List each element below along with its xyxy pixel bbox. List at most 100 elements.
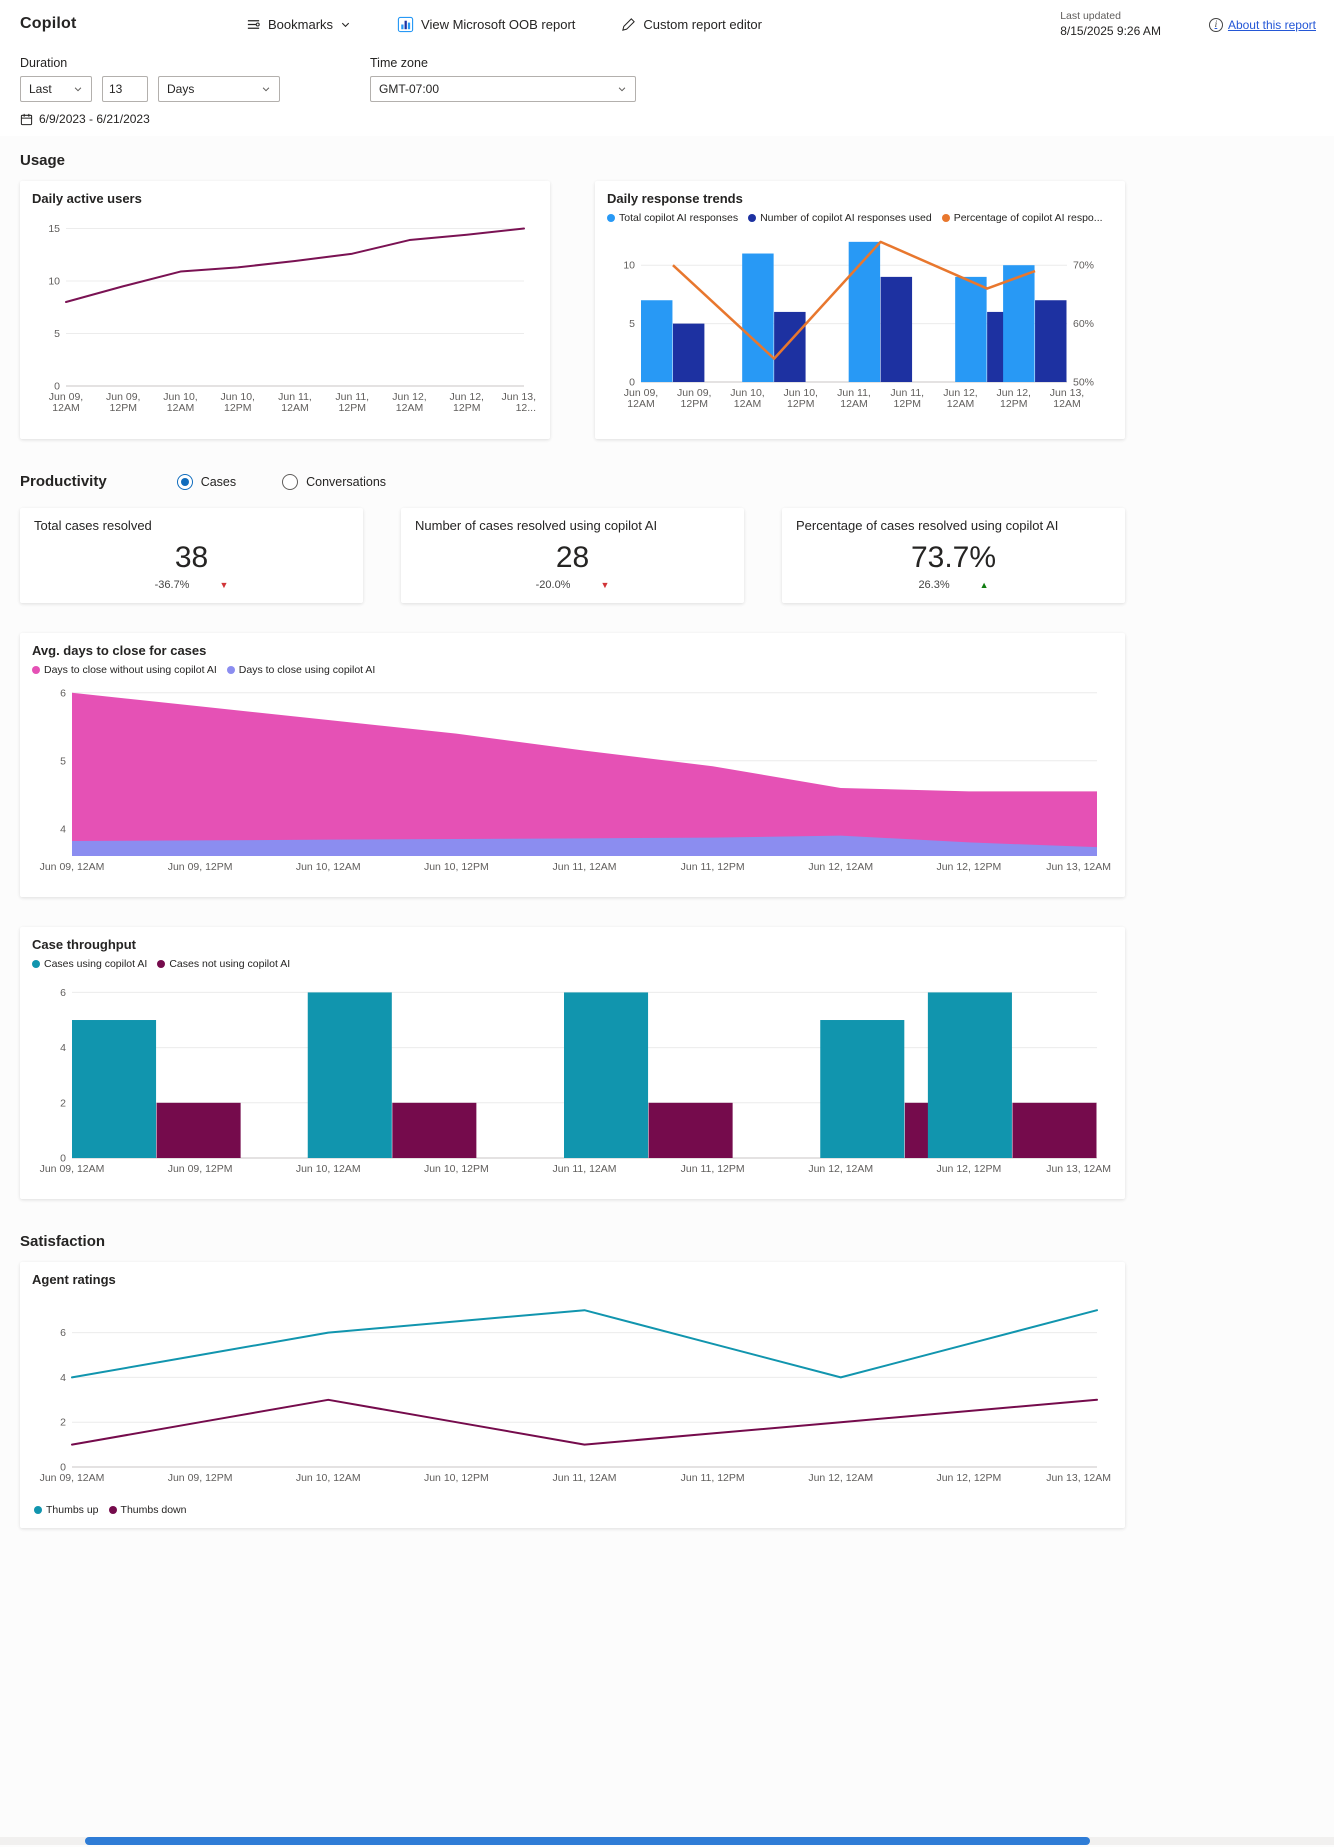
date-range: 6/9/2023 - 6/21/2023 xyxy=(20,112,1314,126)
duration-unit-select[interactable]: Days xyxy=(158,76,280,102)
legend-item[interactable]: Cases using copilot AI xyxy=(32,958,147,970)
legend-dot-icon xyxy=(748,214,757,222)
satisfaction-section-title: Satisfaction xyxy=(20,1233,106,1250)
svg-text:Jun 12, 12AM: Jun 12, 12AM xyxy=(808,1472,873,1484)
kpi-delta: -36.7% ▼ xyxy=(34,579,349,591)
svg-text:4: 4 xyxy=(60,1372,66,1384)
svg-text:Jun 11, 12AM: Jun 11, 12AM xyxy=(552,861,616,873)
legend-item[interactable]: Days to close using copilot AI xyxy=(226,664,375,676)
legend-item[interactable]: Total copilot AI responses xyxy=(607,212,738,224)
legend-label: Days to close without using copilot AI xyxy=(44,664,217,676)
svg-text:2: 2 xyxy=(60,1417,66,1429)
legend-item[interactable]: Cases not using copilot AI xyxy=(157,958,290,970)
kpi-percentage-resolved-with-copilot: Percentage of cases resolved using copil… xyxy=(782,508,1125,603)
radio-conversations-icon xyxy=(282,473,299,490)
svg-text:6: 6 xyxy=(60,987,66,999)
agent-ratings-title: Agent ratings xyxy=(32,1272,116,1287)
daily-active-users-card: Daily active users 0 5 10 15 Jun 09, 12AM Jun … xyxy=(20,181,550,439)
svg-text:Jun 09,12AM: Jun 09, 12AM xyxy=(624,387,658,410)
legend-dot-icon xyxy=(157,960,166,968)
svg-text:Jun 12, 12PM: Jun 12, 12PM xyxy=(936,861,1001,873)
calendar-icon xyxy=(20,113,33,126)
agent-ratings-legend: Thumbs up Thumbs down xyxy=(34,1502,1113,1518)
svg-text:Jun 10, 12PM: Jun 10, 12PM xyxy=(424,1472,489,1484)
oob-report-icon xyxy=(397,16,414,33)
svg-text:Jun 10,12AM: Jun 10, 12AM xyxy=(730,387,764,410)
svg-text:10: 10 xyxy=(623,260,635,272)
svg-text:Jun 10, 12AM: Jun 10, 12AM xyxy=(296,1472,361,1484)
kpi-trend-up-icon: ▲ xyxy=(979,580,989,590)
chevron-down-icon xyxy=(73,84,83,94)
kpi-delta-value: -20.0% xyxy=(535,579,571,591)
bookmarks-icon xyxy=(246,17,261,32)
productivity-view-radio-group: Cases Conversations xyxy=(176,473,386,490)
svg-text:0: 0 xyxy=(629,377,635,389)
avg-days-to-close-legend: Days to close without using copilot AI Da… xyxy=(32,662,1113,678)
case-throughput-chart: 0 2 4 6 Jun 09, 12AM Jun 09, 12PM Jun 10, 12AM… xyxy=(40,987,1111,1175)
svg-text:10: 10 xyxy=(48,276,60,288)
svg-text:Jun 12,12PM: Jun 12, 12PM xyxy=(997,387,1031,410)
legend-item[interactable]: Number of copilot AI responses used xyxy=(748,212,932,224)
chevron-down-icon xyxy=(340,19,351,30)
custom-report-editor-label: Custom report editor xyxy=(643,16,762,32)
kpi-value: 38 xyxy=(174,541,209,574)
svg-text:Jun 11, 12PM: Jun 11, 12PM xyxy=(681,1163,745,1175)
kpi-cases-resolved-with-copilot: Number of cases resolved using copilot A… xyxy=(401,508,744,603)
svg-text:Jun 11,12PM: Jun 11, 12PM xyxy=(890,387,924,410)
svg-text:Jun 09, 12PM: Jun 09, 12PM xyxy=(168,1472,233,1484)
kpi-delta-value: -36.7% xyxy=(154,579,190,591)
chevron-down-icon xyxy=(617,84,627,94)
productivity-section-title: Productivity xyxy=(20,473,107,490)
svg-text:Jun 13,12AM: Jun 13, 12AM xyxy=(1050,387,1084,410)
legend-item[interactable]: Percentage of copilot AI respo... xyxy=(941,212,1103,224)
horizontal-scrollbar[interactable] xyxy=(0,1837,1334,1845)
legend-dot-icon xyxy=(34,1506,42,1514)
usage-charts-row: Daily active users 0 5 10 15 Jun 09, 12AM Jun … xyxy=(20,181,1125,439)
bookmarks-button[interactable]: Bookmarks xyxy=(246,17,351,32)
kpi-title: Total cases resolved xyxy=(34,518,152,533)
kpi-trend-down-icon: ▼ xyxy=(219,580,229,590)
svg-text:Jun 09, 12AM: Jun 09, 12AM xyxy=(40,1472,105,1484)
about-this-report-link[interactable]: i About this report xyxy=(1208,18,1316,32)
top-right: Last updated 8/15/2025 9:26 AM i About t… xyxy=(1060,10,1316,38)
radio-cases[interactable]: Cases xyxy=(176,473,237,490)
top-bar: Copilot Bookmarks View Microsoft OOB rep… xyxy=(0,0,1334,48)
legend-label: Percentage of copilot AI respo... xyxy=(953,212,1103,224)
date-range-value: 6/9/2023 - 6/21/2023 xyxy=(39,112,150,126)
info-icon: i xyxy=(1208,18,1223,32)
duration-value-input[interactable] xyxy=(102,76,148,102)
legend-item[interactable]: Days to close without using copilot AI xyxy=(32,664,217,676)
avg-days-to-close-title: Avg. days to close for cases xyxy=(32,643,207,658)
legend-label: Number of copilot AI responses used xyxy=(760,212,932,224)
svg-text:0: 0 xyxy=(60,1153,66,1165)
duration-mode-select[interactable]: Last xyxy=(20,76,92,102)
svg-text:Jun 12, 12AM: Jun 12, 12AM xyxy=(808,861,873,873)
svg-text:Jun 09,12AM: Jun 09, 12AM xyxy=(49,391,83,414)
daily-response-trends-chart: 0 5 10 50% 60% 70% Jun 09, 12AM Jun 09, 12PM Jun 1… xyxy=(623,240,1094,410)
kpi-delta-value: 26.3% xyxy=(918,579,950,591)
radio-cases-label: Cases xyxy=(200,474,237,489)
radio-conversations[interactable]: Conversations xyxy=(282,473,386,490)
case-throughput-title: Case throughput xyxy=(32,937,136,952)
svg-text:Jun 11,12PM: Jun 11, 12PM xyxy=(335,391,369,414)
productivity-header: Productivity Cases Conversations xyxy=(20,473,1125,490)
timezone-value: GMT-07:00 xyxy=(379,82,440,96)
svg-text:Jun 10,12PM: Jun 10, 12PM xyxy=(784,387,818,410)
legend-item[interactable]: Thumbs down xyxy=(108,1504,186,1516)
legend-dot-icon xyxy=(32,960,40,968)
svg-text:Jun 10,12AM: Jun 10, 12AM xyxy=(163,391,197,414)
timezone-select[interactable]: GMT-07:00 xyxy=(370,76,636,102)
kpi-delta: 26.3% ▲ xyxy=(796,579,1111,591)
kpi-value: 28 xyxy=(555,541,590,574)
legend-label: Cases using copilot AI xyxy=(44,958,148,970)
scrollbar-thumb[interactable] xyxy=(85,1837,1090,1845)
custom-report-editor-button[interactable]: Custom report editor xyxy=(621,17,762,32)
svg-text:Jun 11,12AM: Jun 11, 12AM xyxy=(278,391,312,414)
top-actions: Bookmarks View Microsoft OOB report Cust… xyxy=(246,16,762,33)
view-oob-report-button[interactable]: View Microsoft OOB report xyxy=(397,16,575,33)
svg-text:6: 6 xyxy=(60,1327,66,1339)
legend-item[interactable]: Thumbs up xyxy=(34,1504,99,1516)
kpi-row: Total cases resolved 38 -36.7% ▼ Number … xyxy=(20,508,1125,603)
svg-text:6: 6 xyxy=(60,687,66,699)
